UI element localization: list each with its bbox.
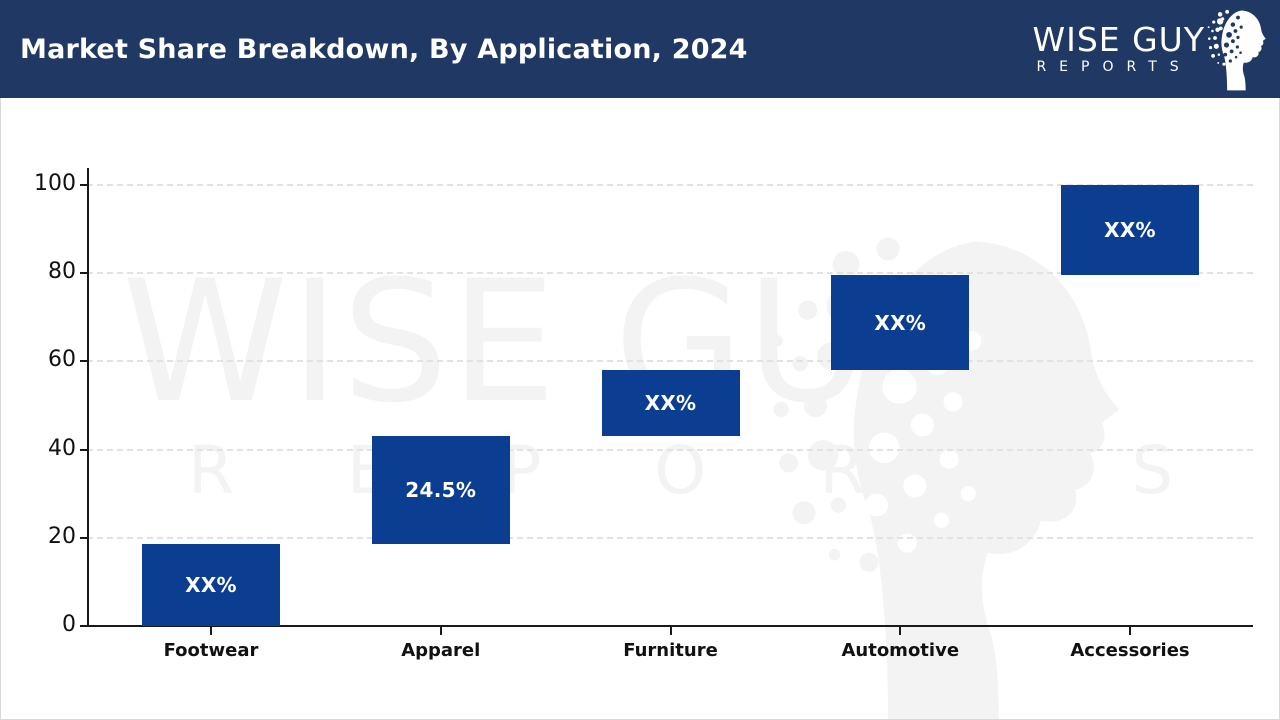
y-axis-tick-mark xyxy=(80,448,87,451)
y-axis-line xyxy=(87,168,89,627)
x-axis-tick-mark xyxy=(210,627,212,635)
y-axis-tick-mark xyxy=(80,272,87,275)
gridline xyxy=(87,184,1253,186)
bar-value-label: 24.5% xyxy=(405,478,477,503)
bar-value-label: XX% xyxy=(644,391,697,416)
brand-head-icon xyxy=(1207,9,1266,90)
x-axis-tick-mark xyxy=(439,627,442,635)
gridline xyxy=(87,536,1253,539)
bar: XX% xyxy=(1061,185,1199,276)
y-axis-tick-label: 40 xyxy=(48,435,76,461)
x-axis-category-label: Apparel xyxy=(401,640,481,661)
y-axis-tick-mark xyxy=(80,184,87,186)
x-axis-category-label: Furniture xyxy=(623,640,718,661)
brand-subtitle: REPORTS xyxy=(1036,58,1192,75)
gridline xyxy=(87,360,1253,363)
x-axis-category-label: Footwear xyxy=(163,640,259,661)
y-axis-tick-label: 80 xyxy=(48,259,76,285)
header-bar: Market Share Breakdown, By Application, … xyxy=(0,0,1280,98)
gridline xyxy=(87,448,1253,451)
brand-name: WISE GUY xyxy=(1032,20,1205,60)
page-title: Market Share Breakdown, By Application, … xyxy=(20,33,748,65)
y-axis-tick-label: 100 xyxy=(34,171,76,196)
y-axis-tick-mark xyxy=(80,625,87,627)
brand-logo-text: WISE GUY REPORTS xyxy=(1032,23,1205,75)
bar: XX% xyxy=(142,544,280,626)
x-axis-tick-mark xyxy=(899,627,902,635)
x-axis-category-label: Automotive xyxy=(841,640,960,661)
y-axis-tick-label: 0 xyxy=(62,612,76,637)
bar-value-label: XX% xyxy=(185,573,237,598)
brand-logo: WISE GUY REPORTS xyxy=(1032,4,1270,94)
bar: XX% xyxy=(601,370,740,437)
bar: XX% xyxy=(831,275,970,371)
y-axis-tick-mark xyxy=(80,536,87,539)
y-axis-tick-mark xyxy=(80,360,87,363)
x-axis-category-label: Accessories xyxy=(1070,640,1190,661)
bar-value-label: XX% xyxy=(874,310,927,335)
x-axis-tick-mark xyxy=(1129,627,1131,635)
bar-value-label: XX% xyxy=(1104,218,1156,243)
y-axis-tick-label: 20 xyxy=(48,523,76,549)
gridline xyxy=(87,272,1253,275)
y-axis-tick-label: 60 xyxy=(48,347,76,373)
x-axis-line xyxy=(87,625,1253,627)
x-axis-tick-mark xyxy=(669,627,672,635)
bar: 24.5% xyxy=(371,436,510,545)
